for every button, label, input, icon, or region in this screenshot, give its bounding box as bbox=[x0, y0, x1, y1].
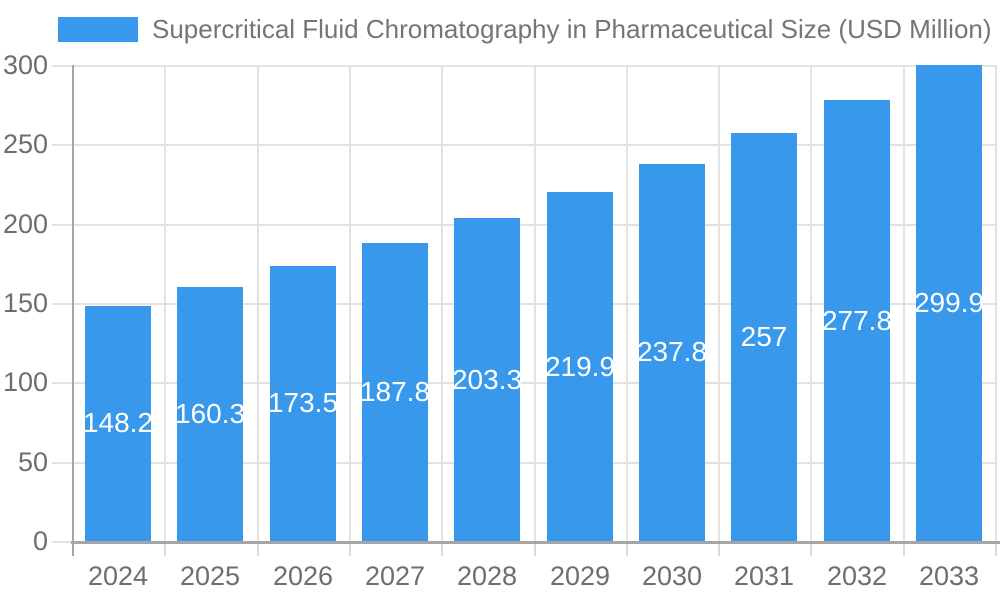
y-gridline bbox=[52, 303, 995, 305]
x-axis-tick-label: 2030 bbox=[641, 561, 703, 591]
bar-2029[interactable] bbox=[547, 192, 613, 541]
bar-value-label: 160.3 bbox=[174, 398, 246, 429]
bar-2030[interactable] bbox=[639, 163, 705, 541]
x-axis-tick-label: 2029 bbox=[549, 561, 611, 591]
y-axis-tick-label: 250 bbox=[2, 129, 48, 159]
y-axis-line bbox=[72, 65, 74, 556]
y-gridline bbox=[52, 462, 995, 464]
x-axis-tick bbox=[718, 541, 720, 556]
x-gridline bbox=[349, 65, 351, 541]
y-axis-tick-label: 150 bbox=[2, 288, 48, 318]
x-gridline bbox=[626, 65, 628, 541]
bar-2028[interactable] bbox=[454, 218, 520, 541]
bar-2026[interactable] bbox=[270, 265, 336, 541]
x-gridline bbox=[441, 65, 443, 541]
x-axis-tick bbox=[441, 541, 443, 556]
bar-value-label: 257 bbox=[740, 321, 788, 352]
x-gridline bbox=[995, 65, 997, 541]
x-axis-line bbox=[71, 541, 1000, 544]
x-gridline bbox=[534, 65, 536, 541]
y-axis-tick-label: 300 bbox=[2, 50, 48, 80]
bar-2027[interactable] bbox=[362, 243, 428, 541]
bar-value-label: 219.9 bbox=[544, 351, 616, 382]
x-axis-tick-label: 2026 bbox=[272, 561, 334, 591]
x-axis-tick-label: 2032 bbox=[826, 561, 888, 591]
bar-2033[interactable] bbox=[916, 65, 982, 541]
bar-value-label: 203.3 bbox=[451, 364, 523, 395]
bar-value-label: 173.5 bbox=[267, 387, 339, 418]
x-axis-tick bbox=[626, 541, 628, 556]
bar-value-label: 187.8 bbox=[359, 376, 431, 407]
legend-swatch[interactable] bbox=[58, 16, 138, 42]
bar-2024[interactable] bbox=[85, 305, 151, 541]
x-axis-tick bbox=[349, 541, 351, 556]
bar-value-label: 148.2 bbox=[82, 407, 154, 438]
x-axis-tick bbox=[164, 541, 166, 556]
y-axis-tick-label: 100 bbox=[2, 367, 48, 397]
y-gridline bbox=[52, 144, 995, 146]
y-gridline bbox=[52, 65, 995, 67]
y-gridline bbox=[52, 382, 995, 384]
x-axis-tick bbox=[534, 541, 536, 556]
bar-value-label: 237.8 bbox=[636, 336, 708, 367]
x-axis-tick-label: 2028 bbox=[456, 561, 518, 591]
bar-2025[interactable] bbox=[177, 286, 243, 541]
x-axis-tick bbox=[995, 541, 997, 556]
x-axis-tick-label: 2027 bbox=[364, 561, 426, 591]
legend[interactable]: Supercritical Fluid Chromatography in Ph… bbox=[58, 14, 992, 44]
y-axis-tick-label: 200 bbox=[2, 209, 48, 239]
x-gridline bbox=[164, 65, 166, 541]
x-axis-tick-label: 2025 bbox=[179, 561, 241, 591]
x-axis-tick-label: 2033 bbox=[918, 561, 980, 591]
x-axis-tick-label: 2024 bbox=[87, 561, 149, 591]
y-axis-tick-label: 50 bbox=[17, 447, 48, 477]
x-gridline bbox=[718, 65, 720, 541]
y-axis-tick-label: 0 bbox=[32, 526, 48, 556]
bar-2032[interactable] bbox=[824, 100, 890, 541]
x-gridline bbox=[257, 65, 259, 541]
chart-title: Supercritical Fluid Chromatography in Ph… bbox=[152, 13, 992, 44]
y-gridline bbox=[52, 224, 995, 226]
bar-value-label: 299.9 bbox=[913, 287, 985, 318]
x-gridline bbox=[903, 65, 905, 541]
x-axis-tick bbox=[810, 541, 812, 556]
x-axis-tick-label: 2031 bbox=[733, 561, 795, 591]
x-axis-tick bbox=[257, 541, 259, 556]
x-axis-tick bbox=[903, 541, 905, 556]
x-gridline bbox=[810, 65, 812, 541]
bar-value-label: 277.8 bbox=[821, 305, 893, 336]
bar-2031[interactable] bbox=[731, 133, 797, 541]
